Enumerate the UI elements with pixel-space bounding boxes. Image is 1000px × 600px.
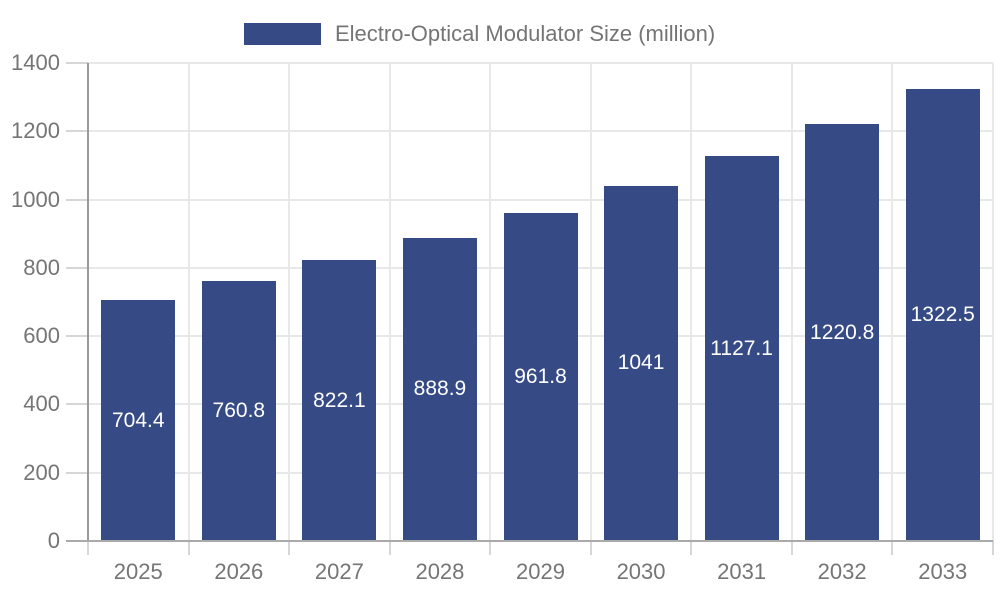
x-axis-tick <box>388 541 391 555</box>
bar-2032[interactable]: 1220.8 <box>805 124 880 541</box>
y-axis-tick-label: 0 <box>47 528 60 553</box>
gridline-vertical <box>690 63 693 541</box>
gridline-vertical <box>388 63 391 541</box>
x-axis-line <box>66 540 993 542</box>
bar-value-label: 822.1 <box>313 388 366 412</box>
y-axis-tick <box>66 403 88 406</box>
x-axis-label-2026: 2026 <box>214 559 264 584</box>
x-axis-tick <box>87 541 89 555</box>
bar-value-label: 961.8 <box>514 364 567 388</box>
bar-2027[interactable]: 822.1 <box>302 260 377 541</box>
bar-value-label: 1041 <box>617 351 665 375</box>
gridline-vertical <box>891 63 894 541</box>
x-axis-label-2029: 2029 <box>516 559 565 584</box>
y-axis-tick <box>66 471 88 474</box>
bar-2029[interactable]: 961.8 <box>503 212 578 541</box>
y-axis-tick <box>66 62 88 64</box>
legend-swatch <box>244 23 321 45</box>
gridline-vertical <box>489 63 492 541</box>
bar-value-label: 704.4 <box>111 408 165 432</box>
y-axis-tick <box>66 130 88 133</box>
y-axis-tick-label: 600 <box>23 323 60 349</box>
y-axis-tick <box>66 198 88 201</box>
bar-value-label: 760.8 <box>212 399 266 423</box>
x-axis-label-2025: 2025 <box>113 559 163 584</box>
y-axis-tick <box>66 335 88 338</box>
bar-2030[interactable]: 1041 <box>604 185 679 541</box>
x-axis-tick <box>891 541 894 555</box>
y-axis-tick-label: 1400 <box>11 50 60 75</box>
bar-value-label: 1322.5 <box>910 303 975 327</box>
gridline-horizontal <box>88 130 993 133</box>
gridline-vertical <box>589 63 592 541</box>
gridline-vertical <box>992 63 994 541</box>
x-axis-label-2030: 2030 <box>616 559 666 584</box>
bar-2028[interactable]: 888.9 <box>402 237 477 541</box>
x-axis-label-2033: 2033 <box>918 559 968 584</box>
y-axis-line <box>87 63 89 541</box>
bar-value-label: 1220.8 <box>810 320 875 344</box>
x-axis-label-2032: 2032 <box>817 559 867 584</box>
y-axis-tick <box>66 266 88 269</box>
y-axis-tick-label: 400 <box>23 391 60 417</box>
gridline-horizontal <box>88 62 993 64</box>
y-axis-tick-label: 1200 <box>11 118 60 144</box>
legend[interactable]: Electro-Optical Modulator Size (million) <box>244 23 715 45</box>
x-axis-tick <box>187 541 190 555</box>
x-axis-tick <box>288 541 291 555</box>
x-axis-tick <box>690 541 693 555</box>
gridline-vertical <box>790 63 793 541</box>
x-axis-label-2031: 2031 <box>717 559 767 584</box>
y-axis-tick-label: 200 <box>23 459 60 485</box>
gridline-vertical <box>288 63 291 541</box>
legend-label: Electro-Optical Modulator Size (million) <box>335 21 716 46</box>
x-axis-label-2027: 2027 <box>314 559 364 584</box>
bar-value-label: 1127.1 <box>710 336 773 360</box>
x-axis-tick <box>992 541 994 555</box>
bar-2025[interactable]: 704.4 <box>101 300 176 541</box>
x-axis-label-2028: 2028 <box>415 559 465 584</box>
x-axis-tick <box>489 541 492 555</box>
bar-2026[interactable]: 760.8 <box>201 281 276 541</box>
y-axis-tick-label: 1000 <box>11 186 60 212</box>
bar-value-label: 888.9 <box>413 377 467 401</box>
x-axis-tick <box>790 541 793 555</box>
bar-2033[interactable]: 1322.5 <box>905 89 980 541</box>
x-axis-tick <box>589 541 592 555</box>
gridline-vertical <box>187 63 190 541</box>
bar-2031[interactable]: 1127.1 <box>704 156 779 541</box>
gridline-horizontal <box>88 198 993 201</box>
y-axis-tick-label: 800 <box>23 254 60 280</box>
